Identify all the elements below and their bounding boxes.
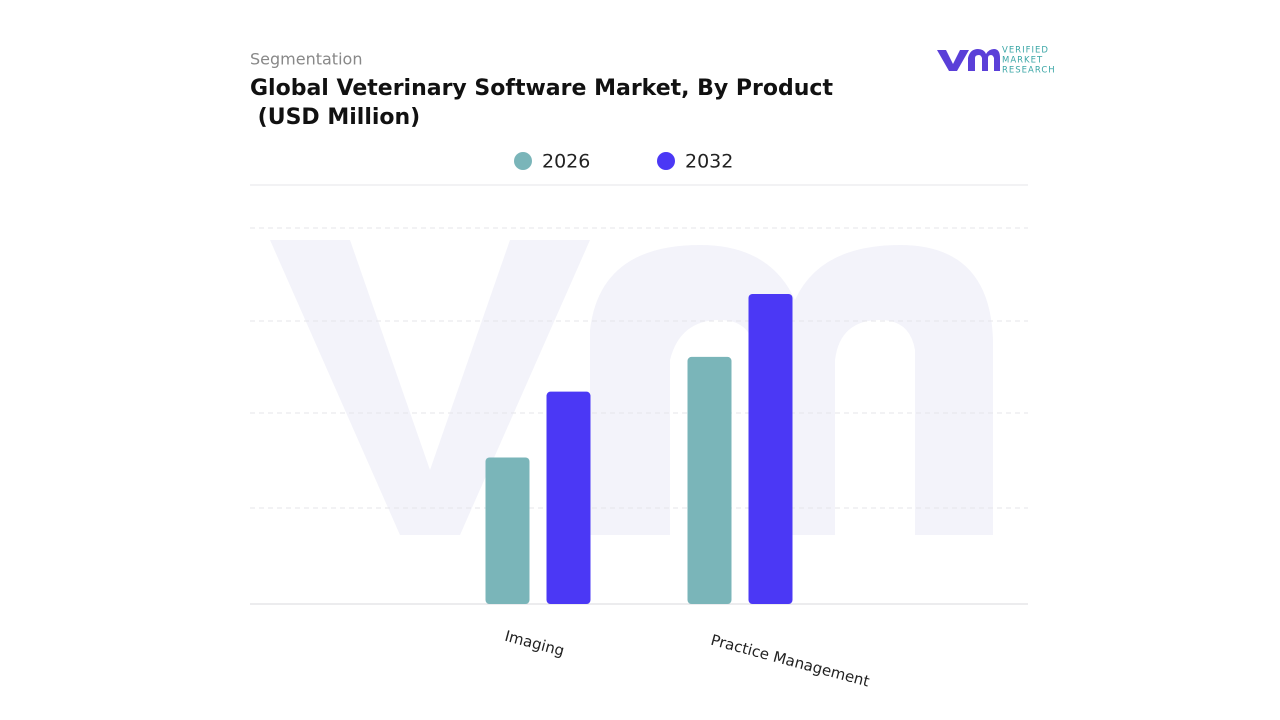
logo-mark (937, 49, 1000, 71)
logo-text: RESEARCH (1002, 66, 1056, 76)
watermark (270, 240, 993, 535)
legend-swatch (514, 152, 532, 170)
grid (250, 184, 1028, 605)
logo-text: VERIFIED (1002, 46, 1049, 56)
legend-label: 2032 (685, 151, 733, 173)
subtitle: Segmentation (250, 50, 362, 69)
x-tick-label: Imaging (503, 627, 567, 660)
bar (748, 293, 793, 604)
chart-title: Global Veterinary Software Market, By Pr… (250, 76, 833, 101)
x-tick-label: Practice Management (709, 631, 872, 691)
chart-title: (USD Million) (250, 105, 420, 130)
logo-text: MARKET (1002, 56, 1043, 66)
bar (546, 391, 591, 604)
legend-swatch (657, 152, 675, 170)
legend-label: 2026 (542, 151, 590, 173)
bar (485, 457, 530, 604)
logo: VERIFIED MARKET RESEARCH (937, 46, 1056, 76)
bar (687, 356, 732, 604)
